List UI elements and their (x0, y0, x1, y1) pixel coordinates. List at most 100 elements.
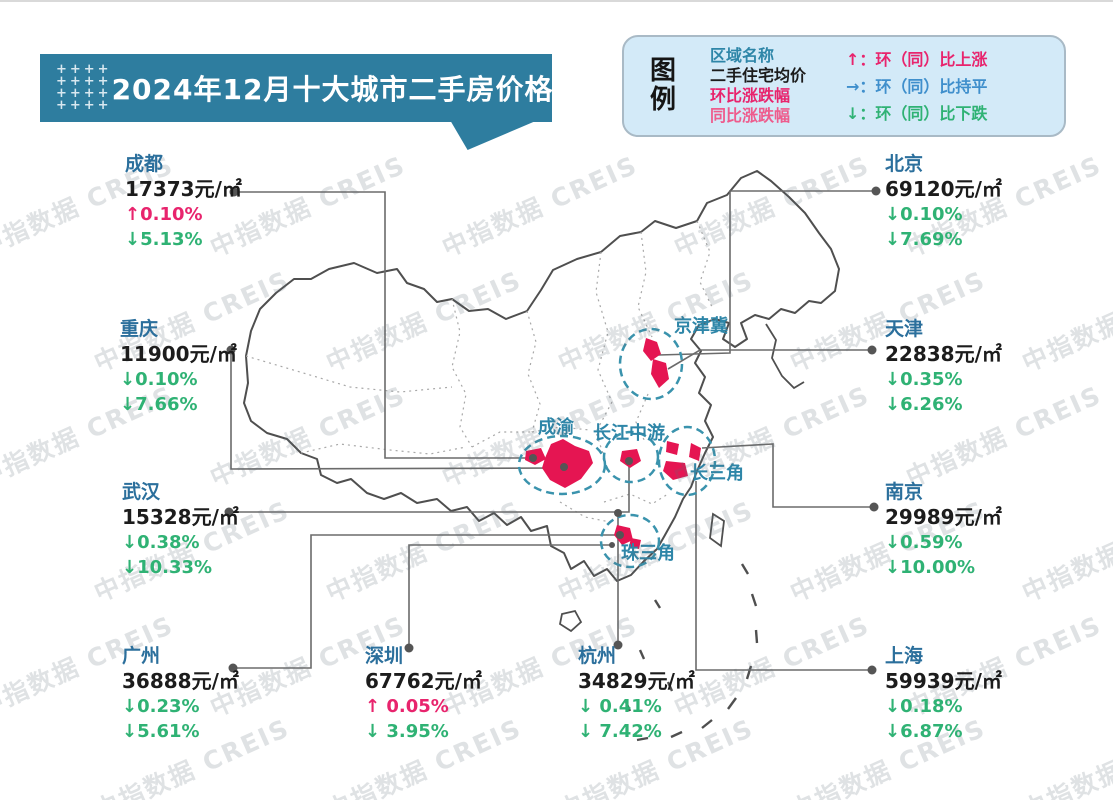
city-price: 17373元/㎡ (125, 177, 242, 201)
city-price: 34829元/㎡ (578, 669, 695, 693)
city-callout-shenzhen: 深圳 67762元/㎡ ↑ 0.05% ↓ 3.95% (365, 644, 482, 744)
city-yoy: ↓ 7.42% (578, 721, 662, 742)
region-circle-zhusanjiao (599, 513, 661, 569)
connector-chengdu (234, 191, 531, 459)
city-name: 深圳 (365, 645, 404, 667)
city-callout-nanjing: 南京 29989元/㎡ ↓0.59% ↓10.00% (885, 480, 1002, 580)
city-callout-chongqing: 重庆 11900元/㎡ ↓0.10% ↓7.66% (120, 317, 237, 417)
city-callout-wuhan: 武汉 15328元/㎡ ↓0.38% ↓10.33% (122, 480, 239, 580)
connector-guangzhou (233, 534, 618, 669)
city-areas (525, 338, 701, 549)
city-callout-tianjin: 天津 22838元/㎡ ↓0.35% ↓6.26% (885, 317, 1002, 417)
region-circle-changjiang-mid (602, 430, 660, 484)
city-price: 59939元/㎡ (885, 669, 1002, 693)
region-circle-jingjinji (618, 327, 684, 401)
city-yoy: ↓10.00% (885, 557, 976, 578)
page-title: 2024年12月十大城市二手房价格地图 (111, 73, 612, 106)
title-banner: ++++ ++++ ++++ ++++ 2024年12月十大城市二手房价格地图 (40, 54, 610, 122)
city-yoy: ↓5.13% (125, 229, 203, 250)
legend-rules: ↑：环（同）比上涨 →：环（同）比持平 ↓：环（同）比下跌 (846, 46, 987, 127)
city-price: 69120元/㎡ (885, 177, 1002, 201)
hainan-outline (558, 609, 583, 633)
city-mom: ↓0.10% (120, 369, 198, 390)
connector-tianjin (667, 349, 872, 370)
connector-lines (229, 190, 876, 671)
region-label-jingjinji: 京津冀 (674, 315, 728, 337)
region-label-chengyu: 成渝 (538, 416, 575, 438)
city-callout-hangzhou: 杭州 34829元/㎡ ↓ 0.41% ↓ 7.42% (578, 644, 695, 744)
city-name: 北京 (885, 153, 924, 175)
area-shenzhen (629, 538, 641, 549)
legend-rule-down: ↓：环（同）比下跌 (846, 103, 988, 123)
city-mom: ↓0.18% (885, 696, 963, 717)
area-tianjin (651, 359, 669, 388)
city-callout-chengdu: 成都 17373元/㎡ ↑0.10% ↓5.13% (125, 152, 242, 252)
city-mom: ↓0.35% (885, 369, 963, 390)
legend-rule-flat: →：环（同）比持平 (846, 76, 988, 96)
legend-item-avg-price: 二手住宅均价 (710, 66, 807, 85)
city-name: 上海 (885, 645, 924, 667)
city-yoy: ↓5.61% (122, 721, 200, 742)
legend-items: 区域名称 二手住宅均价 环比涨跌幅 同比涨跌幅 (710, 46, 838, 126)
area-chongqing (542, 439, 593, 488)
legend-box: 图例 区域名称 二手住宅均价 环比涨跌幅 同比涨跌幅 ↑：环（同）比上涨 →：环… (622, 35, 1066, 137)
city-price: 15328元/㎡ (122, 505, 239, 529)
city-name: 武汉 (122, 481, 161, 503)
korea-outline (765, 323, 805, 390)
city-price: 36888元/㎡ (122, 669, 239, 693)
city-name: 杭州 (578, 645, 617, 667)
city-name: 重庆 (120, 318, 159, 340)
city-name: 广州 (122, 645, 161, 667)
city-mom: ↓0.38% (122, 532, 200, 553)
region-circles (517, 327, 717, 569)
city-mom: ↓ 0.41% (578, 696, 662, 717)
legend-item-mom-change: 环比涨跌幅 (710, 86, 791, 105)
city-callout-guangzhou: 广州 36888元/㎡ ↓0.23% ↓5.61% (122, 644, 239, 744)
connector-nanjing (701, 443, 874, 508)
region-label-changjiang-mid: 长江中游 (593, 422, 665, 444)
city-mom: ↑ 0.05% (365, 696, 449, 717)
city-name: 成都 (125, 153, 164, 175)
city-mom: ↓0.10% (885, 204, 963, 225)
connector-chongqing (230, 350, 563, 470)
city-callout-beijing: 北京 69120元/㎡ ↓0.10% ↓7.69% (885, 152, 1002, 252)
connector-dots (224, 186, 881, 675)
city-price: 29989元/㎡ (885, 505, 1002, 529)
legend-item-region-name: 区域名称 (710, 46, 775, 65)
connector-wuhan (229, 463, 630, 513)
plus-pattern-decoration: ++++ ++++ ++++ ++++ (56, 62, 112, 113)
region-circle-changsanjiao (657, 425, 717, 497)
region-label-zhusanjiao: 珠三角 (621, 542, 675, 564)
connector-shenzhen (408, 544, 612, 648)
city-yoy: ↓6.26% (885, 394, 963, 415)
region-label-changsanjiao: 长三角 (690, 462, 744, 484)
connector-shanghai (695, 481, 872, 671)
area-nanjing (666, 441, 679, 455)
city-mom: ↓0.23% (122, 696, 200, 717)
city-mom: ↑0.10% (125, 204, 203, 225)
city-price: 22838元/㎡ (885, 342, 1002, 366)
legend-item-yoy-change: 同比涨跌幅 (710, 106, 791, 125)
area-shanghai (689, 443, 701, 461)
legend-heading: 图例 (650, 56, 677, 115)
city-price: 67762元/㎡ (365, 669, 482, 693)
city-mom: ↓0.59% (885, 532, 963, 553)
city-callout-shanghai: 上海 59939元/㎡ ↓0.18% ↓6.87% (885, 644, 1002, 744)
city-yoy: ↓7.66% (120, 394, 198, 415)
area-hangzhou (663, 461, 688, 480)
china-outline (243, 170, 840, 582)
city-yoy: ↓ 3.95% (365, 721, 449, 742)
province-borders (245, 220, 713, 523)
city-name: 南京 (885, 481, 924, 503)
city-yoy: ↓10.33% (122, 557, 213, 578)
sea-dash-line (624, 563, 759, 742)
area-beijing (643, 338, 661, 361)
city-yoy: ↓6.87% (885, 721, 963, 742)
taiwan-outline (709, 512, 725, 548)
city-name: 天津 (885, 318, 924, 340)
region-circle-chengyu (517, 434, 607, 496)
city-yoy: ↓7.69% (885, 229, 963, 250)
city-price: 11900元/㎡ (120, 342, 237, 366)
